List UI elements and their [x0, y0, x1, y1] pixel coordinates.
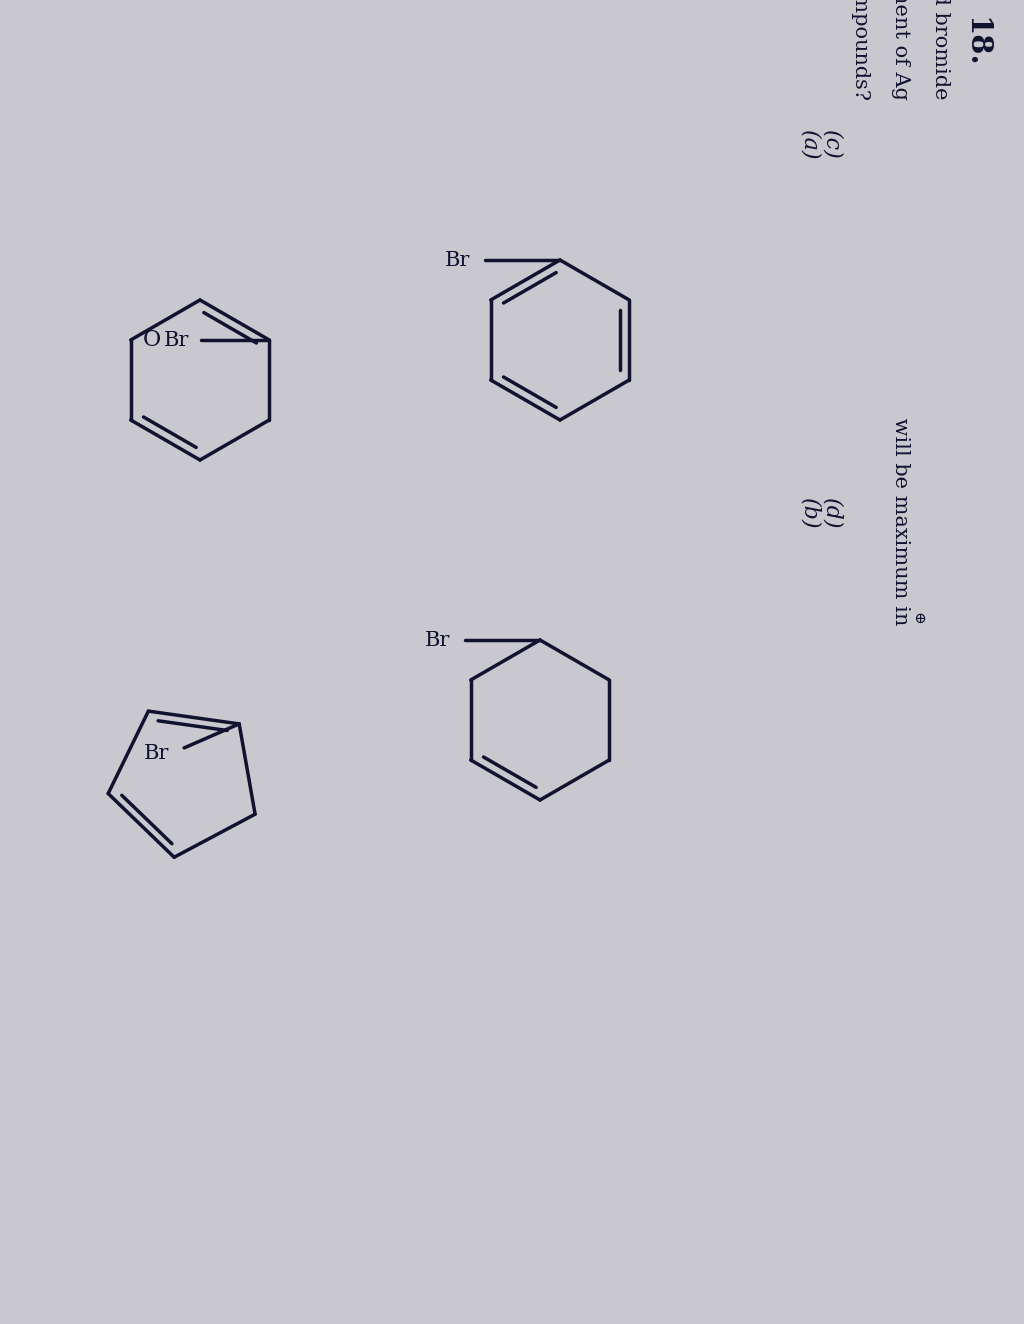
- Text: Br: Br: [444, 250, 470, 270]
- Text: (c): (c): [820, 130, 842, 160]
- Text: (a): (a): [798, 130, 820, 160]
- Text: ion under the treatment of Ag: ion under the treatment of Ag: [891, 0, 910, 101]
- Text: Br: Br: [143, 744, 169, 764]
- Text: 18.: 18.: [961, 17, 990, 68]
- Text: Br: Br: [164, 331, 189, 350]
- Text: will be maximum in: will be maximum in: [891, 410, 910, 625]
- Text: which of the following compounds?: which of the following compounds?: [851, 0, 870, 101]
- Text: O: O: [142, 328, 161, 351]
- Text: (b): (b): [798, 499, 820, 530]
- Text: Br: Br: [425, 630, 450, 650]
- Text: Ease of ionization to produce carbocation and bromide: Ease of ionization to produce carbocatio…: [931, 0, 950, 101]
- Text: ⊕: ⊕: [910, 612, 924, 625]
- Text: (d): (d): [820, 499, 842, 530]
